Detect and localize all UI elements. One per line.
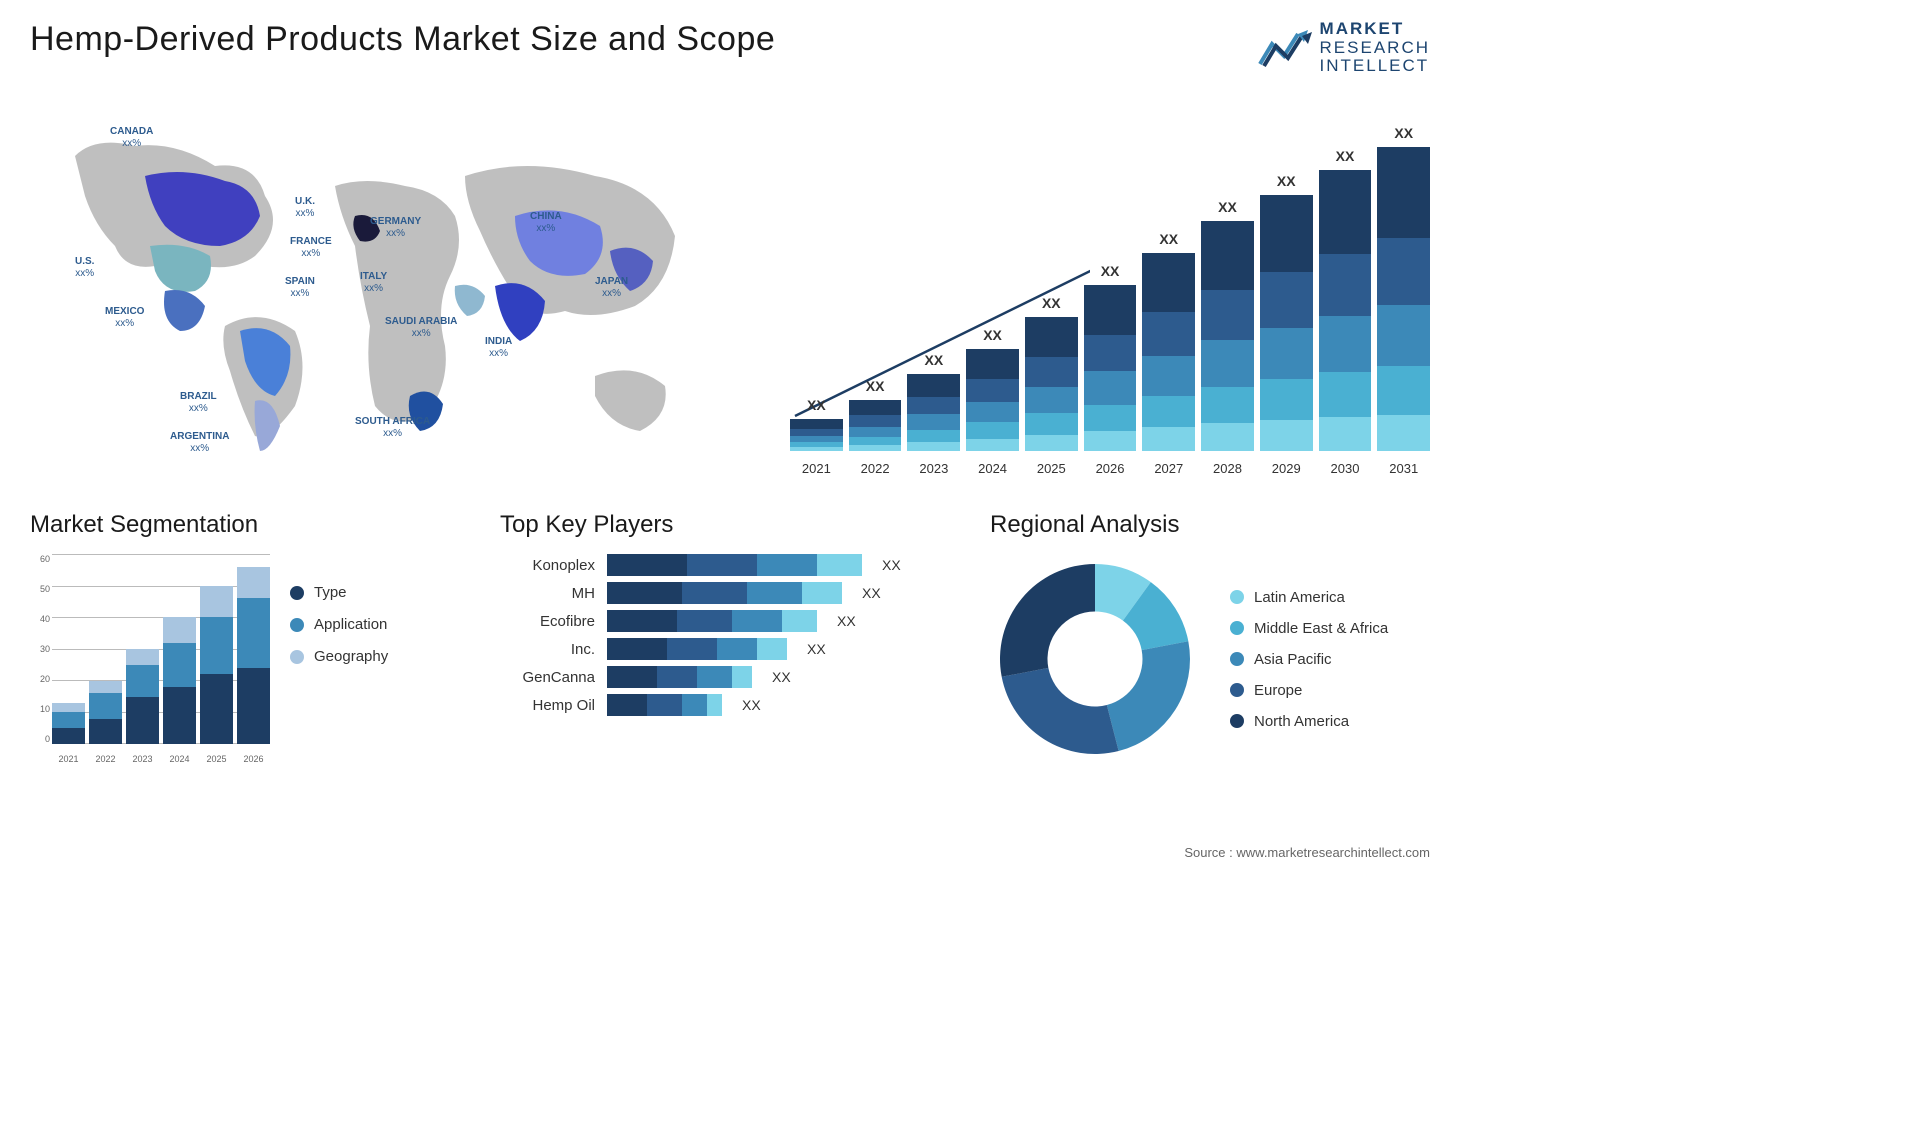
- country-label: CANADAxx%: [110, 126, 153, 150]
- players-list: KonoplexXX MHXX EcofibreXX Inc.XX GenCannaXX…: [500, 554, 950, 716]
- growth-bar: XX: [1260, 195, 1313, 451]
- logo-icon: [1258, 26, 1312, 70]
- legend-item: Geography: [290, 648, 388, 665]
- segmentation-title: Market Segmentation: [30, 511, 460, 539]
- country-label: SAUDI ARABIAxx%: [385, 316, 457, 340]
- legend-item: Latin America: [1230, 589, 1388, 606]
- country-label: MEXICOxx%: [105, 306, 144, 330]
- segmentation-panel: Market Segmentation 0102030405060 202120…: [30, 511, 460, 764]
- brand-logo: MARKET RESEARCH INTELLECT: [1258, 20, 1430, 76]
- regional-legend: Latin America Middle East & Africa Asia Pa…: [1230, 589, 1388, 730]
- regional-panel: Regional Analysis Latin America Middle Ea…: [990, 511, 1430, 764]
- source-footer: Source : www.marketresearchintellect.com: [1184, 845, 1430, 860]
- bottom-row: Market Segmentation 0102030405060 202120…: [30, 511, 1430, 764]
- growth-bar: XX: [1142, 253, 1195, 451]
- top-row: CANADAxx% U.S.xx% MEXICOxx% BRAZILxx% ARGENT…: [30, 96, 1430, 481]
- logo-text: MARKET RESEARCH INTELLECT: [1320, 20, 1430, 76]
- donut-slice: [1002, 668, 1119, 754]
- growth-bar: XX: [849, 400, 902, 451]
- player-row: Inc.XX: [500, 638, 950, 660]
- country-label: SOUTH AFRICAxx%: [355, 416, 430, 440]
- seg-bar: [200, 586, 233, 744]
- country-label: BRAZILxx%: [180, 391, 217, 415]
- country-label: FRANCExx%: [290, 236, 332, 260]
- world-map-panel: CANADAxx% U.S.xx% MEXICOxx% BRAZILxx% ARGENT…: [30, 96, 760, 481]
- segmentation-legend: Type Application Geography: [290, 554, 388, 764]
- player-row: KonoplexXX: [500, 554, 950, 576]
- country-label: U.S.xx%: [75, 256, 94, 280]
- country-label: SPAINxx%: [285, 276, 315, 300]
- legend-item: Type: [290, 584, 388, 601]
- growth-bar: XX: [1201, 221, 1254, 451]
- country-label: JAPANxx%: [595, 276, 628, 300]
- donut-slice: [1000, 564, 1095, 677]
- key-players-title: Top Key Players: [500, 511, 950, 539]
- donut-slice: [1107, 641, 1190, 751]
- growth-bar: XX: [1084, 285, 1137, 451]
- legend-item: Middle East & Africa: [1230, 620, 1388, 637]
- country-label: ITALYxx%: [360, 271, 387, 295]
- country-label: GERMANYxx%: [370, 216, 421, 240]
- growth-bars: XXXXXXXXXXXXXXXXXXXXXX: [790, 131, 1430, 451]
- seg-bar: [52, 703, 85, 744]
- growth-xaxis: 2021202220232024202520262027202820292030…: [790, 461, 1430, 476]
- seg-bar: [89, 681, 122, 744]
- growth-bar: XX: [790, 419, 843, 451]
- segmentation-chart: 0102030405060 202120222023202420252026: [30, 554, 270, 764]
- player-row: MHXX: [500, 582, 950, 604]
- growth-bar: XX: [1025, 317, 1078, 451]
- growth-chart: XXXXXXXXXXXXXXXXXXXXXX 20212022202320242…: [790, 96, 1430, 476]
- regional-title: Regional Analysis: [990, 511, 1430, 539]
- legend-item: Application: [290, 616, 388, 633]
- key-players-panel: Top Key Players KonoplexXX MHXX EcofibreXX…: [500, 511, 950, 764]
- country-label: CHINAxx%: [530, 211, 562, 235]
- player-row: Hemp OilXX: [500, 694, 950, 716]
- country-label: ARGENTINAxx%: [170, 431, 229, 455]
- growth-bar: XX: [1377, 147, 1430, 451]
- seg-bar: [163, 617, 196, 744]
- country-label: U.K.xx%: [295, 196, 315, 220]
- regional-donut: [990, 554, 1200, 764]
- legend-item: North America: [1230, 713, 1388, 730]
- country-label: INDIAxx%: [485, 336, 512, 360]
- seg-bar: [237, 567, 270, 744]
- growth-bar: XX: [907, 374, 960, 451]
- growth-bar: XX: [966, 349, 1019, 451]
- growth-bar: XX: [1319, 170, 1372, 452]
- legend-item: Asia Pacific: [1230, 651, 1388, 668]
- header: Hemp-Derived Products Market Size and Sc…: [30, 20, 1430, 76]
- seg-bar: [126, 649, 159, 744]
- page-title: Hemp-Derived Products Market Size and Sc…: [30, 20, 775, 59]
- player-row: GenCannaXX: [500, 666, 950, 688]
- legend-item: Europe: [1230, 682, 1388, 699]
- player-row: EcofibreXX: [500, 610, 950, 632]
